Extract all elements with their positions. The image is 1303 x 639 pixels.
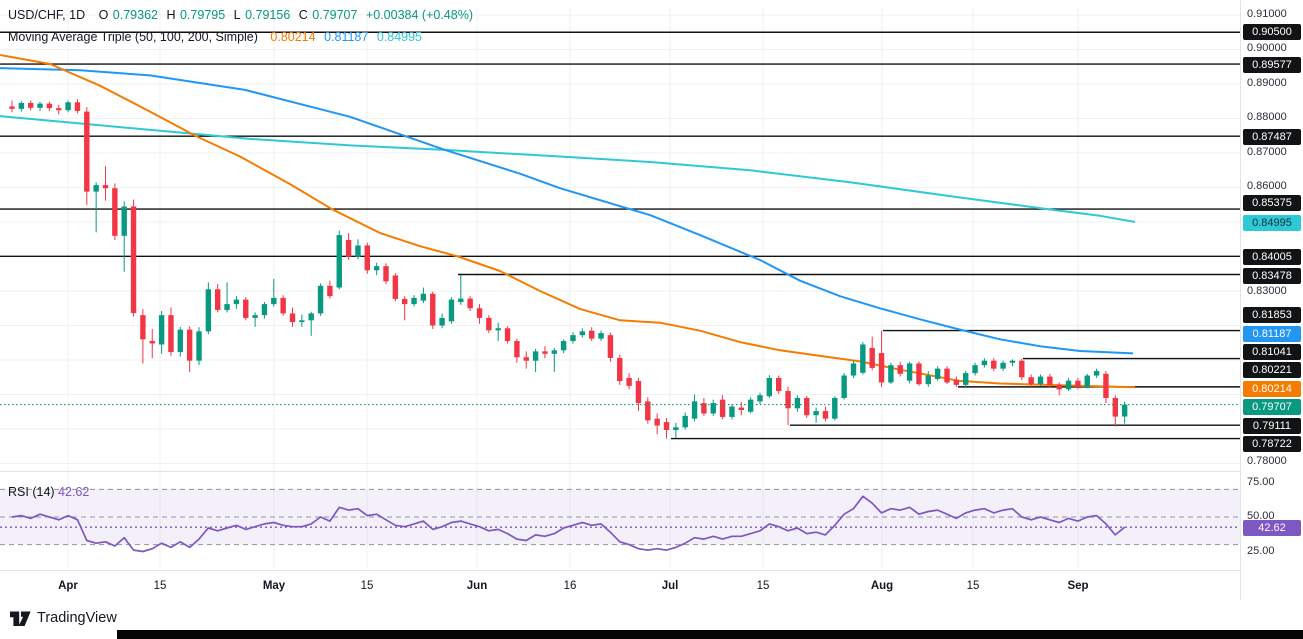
bottom-black-bar <box>117 630 1303 639</box>
price-chart-canvas[interactable] <box>0 0 1240 600</box>
sma50-line <box>0 54 1136 389</box>
price-badge-black: 0.81853 <box>1243 307 1301 323</box>
time-tick-label: Aug <box>870 580 894 592</box>
high-value: 0.79795 <box>179 8 226 22</box>
price-badge-black: 0.85375 <box>1243 195 1301 211</box>
price-badge-black: 0.80221 <box>1243 362 1301 378</box>
axis-label: 25.00 <box>1247 545 1275 557</box>
high-label: H <box>166 8 176 22</box>
price-badge-black: 0.81041 <box>1243 344 1301 360</box>
price-badge-black: 0.89577 <box>1243 57 1301 73</box>
sma200-value: 0.84995 <box>376 30 423 44</box>
sma50-value: 0.80214 <box>270 30 316 44</box>
time-axis[interactable]: Apr 15 May 15 Jun 16 Jul 15 Aug 15 Sep <box>0 570 1303 601</box>
rsi-current-value: 42.62 <box>58 485 90 499</box>
low-label: L <box>233 8 241 22</box>
price-badge-cyan: 0.84995 <box>1243 215 1301 231</box>
price-badge-black: 0.87487 <box>1243 129 1301 145</box>
rsi-plot-line <box>11 495 1126 553</box>
pane-separator[interactable] <box>0 471 1303 472</box>
price-badge-black: 0.79111 <box>1243 418 1301 434</box>
open-value: 0.79362 <box>112 8 158 22</box>
rsi-indicator-row[interactable]: RSI (14) 42.62 <box>8 485 89 499</box>
tradingview-logo-text: TradingView <box>37 610 117 626</box>
price-badge-black: 0.84005 <box>1243 249 1301 265</box>
close-label: C <box>298 8 308 22</box>
time-tick-label: Apr <box>58 580 78 592</box>
grid-layer <box>0 8 1240 568</box>
axis-label: 0.89000 <box>1247 77 1287 89</box>
time-tick-label: 15 <box>360 580 374 592</box>
price-badge-black: 0.90500 <box>1243 24 1301 40</box>
axis-label: 0.78000 <box>1247 455 1287 467</box>
axis-label: 0.86000 <box>1247 180 1287 192</box>
price-badge-black: 0.83478 <box>1243 268 1301 284</box>
axis-label: 0.88000 <box>1247 111 1287 123</box>
price-badge-green: 0.79707 <box>1243 399 1301 415</box>
time-tick-label: Jun <box>466 580 488 592</box>
time-tick-label: 15 <box>756 580 770 592</box>
tradingview-mark-icon <box>10 611 31 626</box>
price-badge-purple: 42.62 <box>1243 520 1301 536</box>
axis-label: 0.90000 <box>1247 42 1287 54</box>
candles-layer <box>9 99 1128 439</box>
time-tick-label: Sep <box>1067 580 1089 592</box>
time-tick-label: 15 <box>966 580 980 592</box>
sma100-line <box>0 67 1134 355</box>
time-tick-label: May <box>262 580 286 592</box>
axis-label: 0.91000 <box>1247 8 1287 20</box>
axis-label: 0.83000 <box>1247 285 1287 297</box>
indicator-row[interactable]: Moving Average Triple (50, 100, 200, Sim… <box>8 30 427 44</box>
sma200-line <box>0 115 1136 223</box>
change-value: +0.00384 (+0.48%) <box>365 8 473 22</box>
level-lines-layer <box>0 31 1240 440</box>
time-tick-label: Jul <box>661 580 679 592</box>
indicator-title[interactable]: Moving Average Triple (50, 100, 200, Sim… <box>8 30 258 44</box>
axis-label: 50.00 <box>1247 510 1275 522</box>
rsi-params: (14) <box>32 485 55 499</box>
low-value: 0.79156 <box>245 8 291 22</box>
rsi-title[interactable]: RSI <box>8 485 29 499</box>
time-tick-label: 16 <box>563 580 577 592</box>
axis-label: 75.00 <box>1247 476 1275 488</box>
close-value: 0.79707 <box>312 8 358 22</box>
symbol-ohlc-row[interactable]: USD/CHF, 1D O 0.79362 H 0.79795 L 0.7915… <box>8 8 478 22</box>
rsi-band-layer <box>0 488 1240 546</box>
symbol-title[interactable]: USD/CHF, 1D <box>8 8 86 22</box>
price-badge-black: 0.78722 <box>1243 436 1301 452</box>
axis-label: 0.87000 <box>1247 146 1287 158</box>
price-badge-blue: 0.81187 <box>1243 326 1301 342</box>
time-tick-label: 15 <box>153 580 167 592</box>
tradingview-logo[interactable]: TradingView <box>10 609 117 627</box>
sma100-value: 0.81187 <box>324 30 369 44</box>
price-badge-orange: 0.80214 <box>1243 381 1301 397</box>
open-label: O <box>98 8 109 22</box>
price-axis[interactable]: 0.91000 0.90000 0.89000 0.88000 0.87000 0.860… <box>1240 0 1303 600</box>
